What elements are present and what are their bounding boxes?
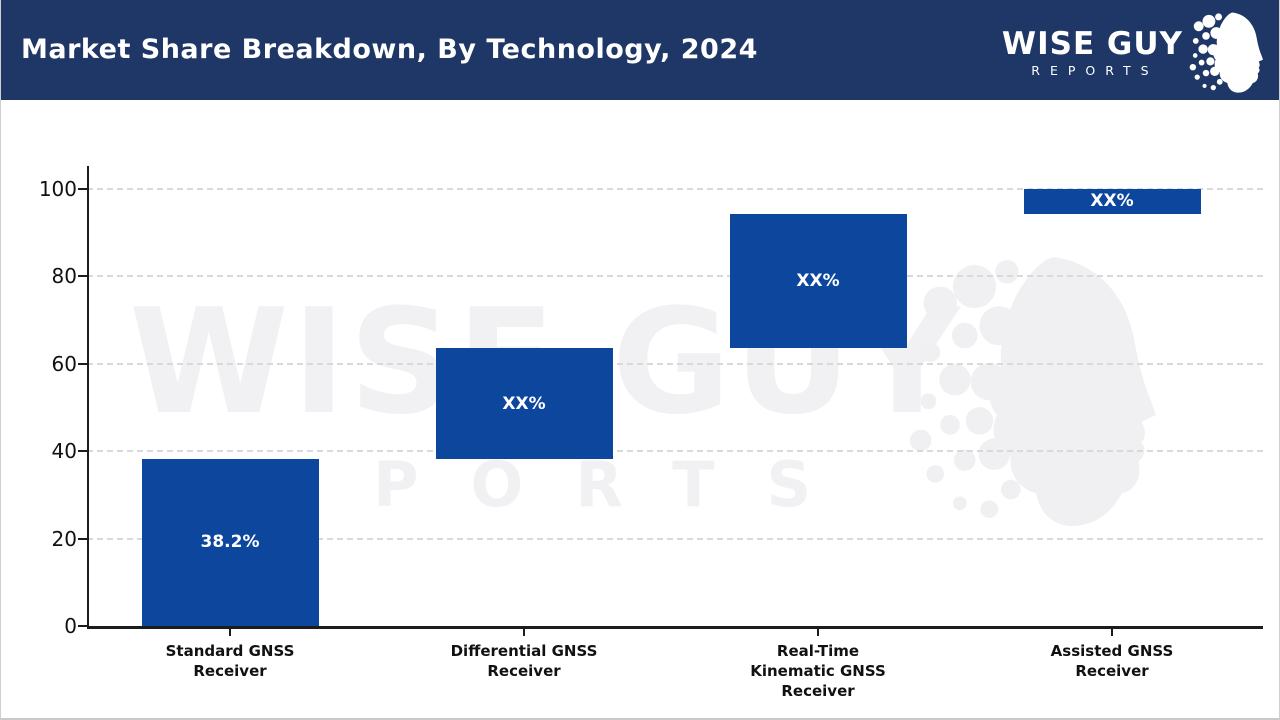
page-title: Market Share Breakdown, By Technology, 2… xyxy=(21,34,758,65)
category-label: Assisted GNSS Receiver xyxy=(965,641,1259,681)
x-axis-tick-mark xyxy=(229,629,231,636)
bar-value-label: XX% xyxy=(796,271,840,292)
bar-value-label: XX% xyxy=(502,393,546,414)
y-axis-line xyxy=(87,166,89,629)
brand-logo: WISE GUY REPORTS xyxy=(1002,6,1263,98)
chart-area: WISE GUY REPORTS 0 20 40 60 80 100 38.2% Standa… xyxy=(1,100,1279,718)
x-axis-tick-mark xyxy=(1111,629,1113,636)
gridline xyxy=(87,537,1263,540)
category-label-line: Assisted GNSS xyxy=(1050,642,1174,660)
category-label-line: Receiver xyxy=(487,662,561,680)
bar-value-label: 38.2% xyxy=(200,532,260,553)
y-axis-tick-mark xyxy=(78,537,87,540)
y-axis-tick-mark xyxy=(78,362,87,365)
bar-segment: XX% xyxy=(1023,188,1201,214)
logo-wordmark: WISE GUY REPORTS xyxy=(1002,27,1183,78)
logo-name-text: WISE GUY xyxy=(1001,25,1183,62)
bar-segment: XX% xyxy=(729,213,907,349)
header-bar: Market Share Breakdown, By Technology, 2… xyxy=(1,0,1279,100)
y-axis-tick-mark xyxy=(78,187,87,190)
watermark-head-icon xyxy=(901,222,1156,557)
bar-segment: 38.2% xyxy=(141,458,319,626)
category-label-line: Receiver xyxy=(1075,662,1149,680)
category-label-line: Receiver xyxy=(781,682,855,700)
y-axis-tick-mark xyxy=(78,625,87,627)
gridline xyxy=(87,275,1263,277)
x-axis-line xyxy=(87,626,1263,629)
category-label-line: Real-Time xyxy=(776,642,860,660)
gridline xyxy=(87,187,1263,190)
category-label: Standard GNSS Receiver xyxy=(83,641,377,681)
logo-head-icon xyxy=(1187,8,1263,96)
category-label-line: Differential GNSS xyxy=(450,642,598,660)
bar-value-label: XX% xyxy=(1090,191,1134,212)
category-label-line: Standard GNSS xyxy=(165,642,295,660)
y-axis-tick-label: 100 xyxy=(38,176,77,201)
category-label: Real-Time Kinematic GNSS Receiver xyxy=(671,641,965,701)
gridline xyxy=(87,362,1263,365)
bar-segment: XX% xyxy=(435,348,613,459)
y-axis-tick-label: 0 xyxy=(64,614,77,638)
category-label-line: Kinematic GNSS xyxy=(750,662,886,680)
y-axis-tick-label: 80 xyxy=(51,264,77,288)
category-label-line: Receiver xyxy=(193,662,267,680)
y-axis-tick-mark xyxy=(78,450,87,452)
y-axis-tick-label: 60 xyxy=(51,351,77,376)
gridline xyxy=(87,450,1263,452)
y-axis-tick-mark xyxy=(78,275,87,277)
logo-subtitle-text: REPORTS xyxy=(1031,62,1159,78)
x-axis-tick-mark xyxy=(817,629,819,636)
category-label: Differential GNSS Receiver xyxy=(377,641,671,681)
y-axis-tick-label: 20 xyxy=(51,526,77,551)
x-axis-tick-mark xyxy=(523,629,525,636)
y-axis-tick-label: 40 xyxy=(51,439,77,463)
